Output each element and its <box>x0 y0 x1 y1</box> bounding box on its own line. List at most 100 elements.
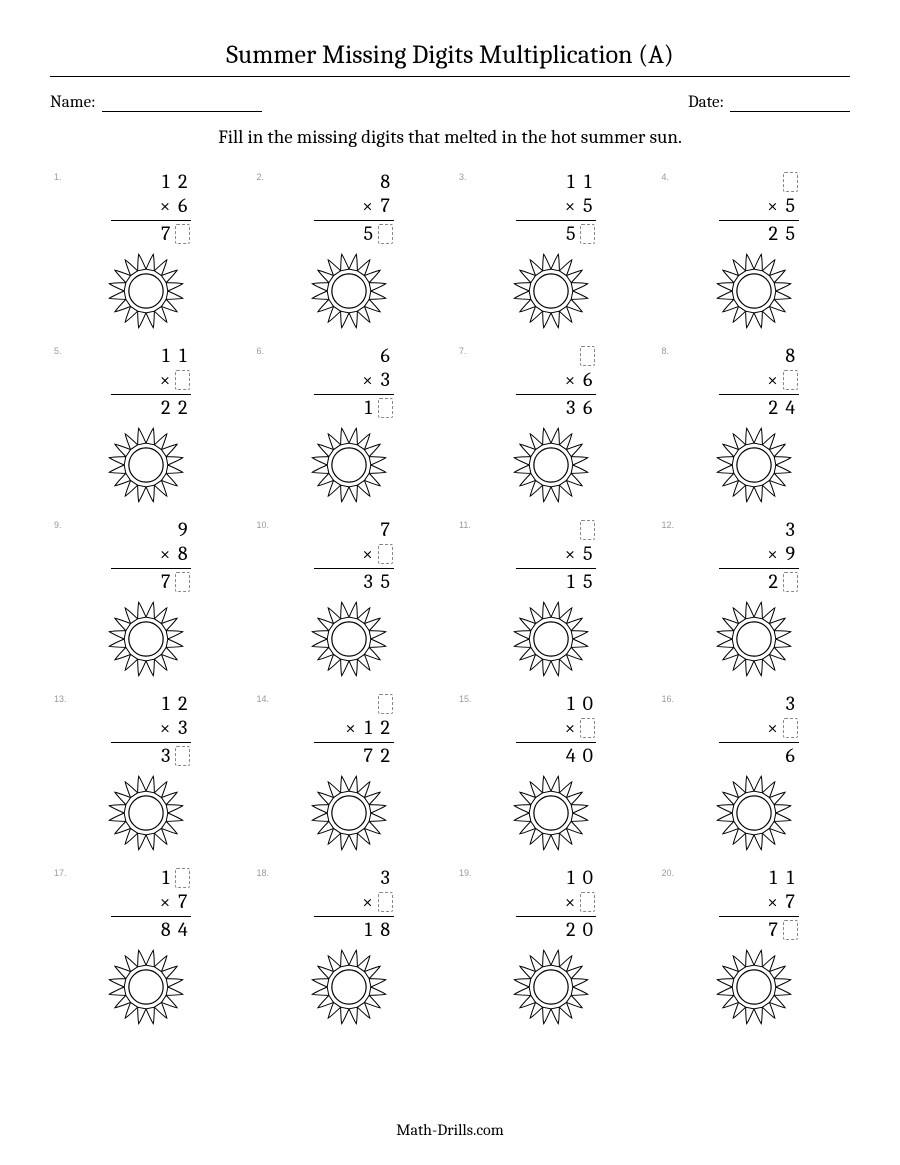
missing-digit-box[interactable] <box>378 398 393 418</box>
problem-number: 6. <box>257 346 265 356</box>
digit: 3 <box>782 519 799 541</box>
date-input-line[interactable] <box>730 96 850 112</box>
instructions: Fill in the missing digits that melted i… <box>50 126 850 148</box>
product-row: 2 <box>765 570 799 594</box>
digit: 8 <box>377 171 394 193</box>
multiplicand-row: 12 <box>157 170 191 194</box>
multiplication-block: × 12 72 <box>304 692 394 768</box>
problem: 8. 8 × 24 <box>658 340 851 508</box>
multiplicand-row: 3 <box>782 692 799 716</box>
product-row: 84 <box>157 918 191 942</box>
times-sign: × <box>160 719 171 738</box>
multiplication-block: 12 × 3 3 <box>101 692 191 768</box>
missing-digit-box[interactable] <box>378 544 393 564</box>
problem-number: 15. <box>459 694 472 704</box>
problem: 11. × 5 15 <box>455 514 648 682</box>
digit: 1 <box>562 571 579 593</box>
multiplicand-row: 10 <box>562 866 596 890</box>
digit: 5 <box>579 543 596 565</box>
missing-digit-box[interactable] <box>783 920 798 940</box>
product-row: 5 <box>562 222 596 246</box>
multiplier-row: × 5 <box>767 194 799 218</box>
product-row: 72 <box>360 744 394 768</box>
multiplier-row: × 7 <box>362 194 394 218</box>
missing-digit-box[interactable] <box>175 370 190 390</box>
times-sign: × <box>565 197 576 216</box>
times-sign: × <box>767 545 778 564</box>
multiplicand-row: 3 <box>377 866 394 890</box>
problem: 18. 3 × 18 <box>253 862 446 1030</box>
problem-number: 7. <box>459 346 467 356</box>
problem-number: 9. <box>54 520 62 530</box>
multiplication-block: 8 × 24 <box>709 344 799 420</box>
missing-digit-box[interactable] <box>783 572 798 592</box>
page-title: Summer Missing Digits Multiplication (A) <box>50 40 850 77</box>
digit: 5 <box>782 223 799 245</box>
missing-digit-box[interactable] <box>378 892 393 912</box>
digit: 6 <box>579 369 596 391</box>
problem-number: 12. <box>662 520 675 530</box>
missing-digit-box[interactable] <box>783 172 798 192</box>
digit: 2 <box>377 745 394 767</box>
missing-digit-box[interactable] <box>580 346 595 366</box>
rule-line <box>314 916 394 917</box>
sun-icon <box>107 948 185 1030</box>
multiplier-row: × 5 <box>565 194 597 218</box>
problem: 15. 10 × 40 <box>455 688 648 856</box>
multiplicand-row <box>782 170 799 194</box>
missing-digit-box[interactable] <box>175 746 190 766</box>
multiplication-block: × 5 25 <box>709 170 799 246</box>
digit: 3 <box>360 571 377 593</box>
digit: 8 <box>377 919 394 941</box>
rule-line <box>111 568 191 569</box>
rule-line <box>516 742 596 743</box>
problem-number: 17. <box>54 868 67 878</box>
missing-digit-box[interactable] <box>175 868 190 888</box>
missing-digit-box[interactable] <box>580 224 595 244</box>
problem-number: 16. <box>662 694 675 704</box>
sun-icon <box>512 426 590 508</box>
rule-line <box>111 742 191 743</box>
digit: 6 <box>782 745 799 767</box>
problem: 3. 11 × 5 5 <box>455 166 648 334</box>
rule-line <box>719 394 799 395</box>
name-label: Name: <box>50 93 96 112</box>
missing-digit-box[interactable] <box>175 572 190 592</box>
missing-digit-box[interactable] <box>378 224 393 244</box>
multiplier-row: × 7 <box>160 890 192 914</box>
missing-digit-box[interactable] <box>783 718 798 738</box>
missing-digit-box[interactable] <box>175 224 190 244</box>
multiplier-row: × <box>565 716 597 740</box>
problem-number: 8. <box>662 346 670 356</box>
product-row: 7 <box>157 222 191 246</box>
missing-digit-box[interactable] <box>783 370 798 390</box>
digit: 6 <box>579 397 596 419</box>
missing-digit-box[interactable] <box>580 718 595 738</box>
digit: 4 <box>562 745 579 767</box>
multiplier-row: × 7 <box>767 890 799 914</box>
missing-digit-box[interactable] <box>580 520 595 540</box>
digit: 1 <box>157 867 174 889</box>
times-sign: × <box>362 893 373 912</box>
times-sign: × <box>565 893 576 912</box>
missing-digit-box[interactable] <box>378 694 393 714</box>
missing-digit-box[interactable] <box>580 892 595 912</box>
rule-line <box>719 916 799 917</box>
date-field: Date: <box>688 93 850 112</box>
times-sign: × <box>362 371 373 390</box>
product-row: 5 <box>360 222 394 246</box>
digit: 7 <box>377 519 394 541</box>
multiplicand-row: 10 <box>562 692 596 716</box>
digit: 6 <box>377 345 394 367</box>
problem: 6. 6 × 3 1 <box>253 340 446 508</box>
multiplier-row: × 9 <box>767 542 799 566</box>
problem: 5. 11 × 22 <box>50 340 243 508</box>
digit: 1 <box>157 693 174 715</box>
digit: 5 <box>360 223 377 245</box>
multiplier-row: × <box>565 890 597 914</box>
rule-line <box>314 568 394 569</box>
digit: 0 <box>579 919 596 941</box>
name-input-line[interactable] <box>102 96 262 112</box>
multiplication-block: 3 × 9 2 <box>709 518 799 594</box>
digit: 2 <box>174 171 191 193</box>
